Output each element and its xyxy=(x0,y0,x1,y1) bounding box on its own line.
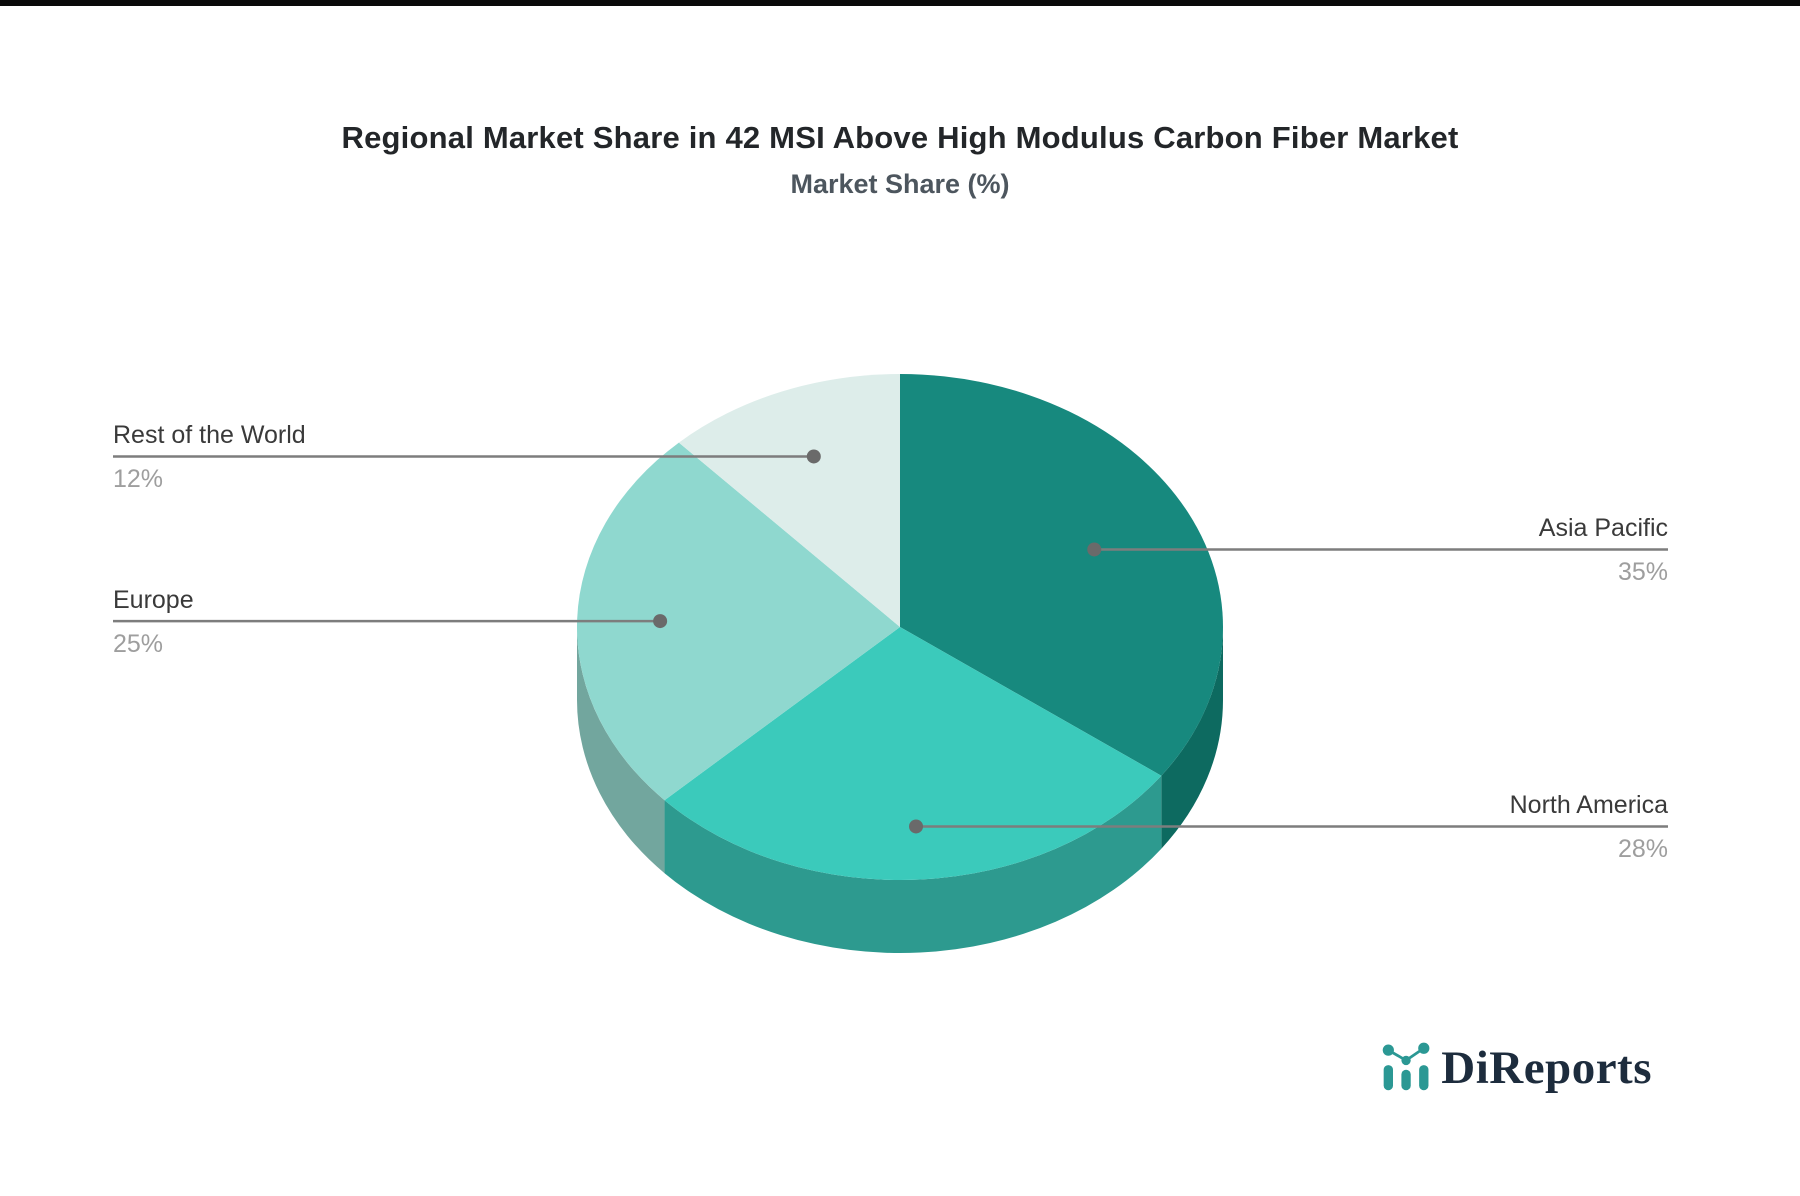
pie-side-europe xyxy=(577,627,665,874)
direports-logo-text: DiReports xyxy=(1441,1042,1652,1094)
pie-side-asia-pacific xyxy=(1161,627,1223,849)
pie-slice-rest-of-the-world xyxy=(678,374,900,627)
direports-logo-icon xyxy=(1382,1042,1430,1091)
pie-side-north-america xyxy=(664,775,1162,953)
chart-title: Regional Market Share in 42 MSI Above Hi… xyxy=(341,120,1459,155)
chart-subtitle: Market Share (%) xyxy=(790,169,1010,199)
callout-dot-rest-of-the-world xyxy=(806,449,821,464)
callout-dot-europe xyxy=(653,614,668,629)
callout-dot-north-america xyxy=(909,819,924,834)
pie-slice-north-america xyxy=(664,627,1162,880)
direports-logo: DiReports xyxy=(1379,1036,1652,1096)
callout-dot-asia-pacific xyxy=(1087,542,1102,557)
top-edge-bar xyxy=(0,0,1800,6)
pie-slice-europe xyxy=(577,442,900,801)
pie-slice-asia-pacific xyxy=(900,374,1223,776)
